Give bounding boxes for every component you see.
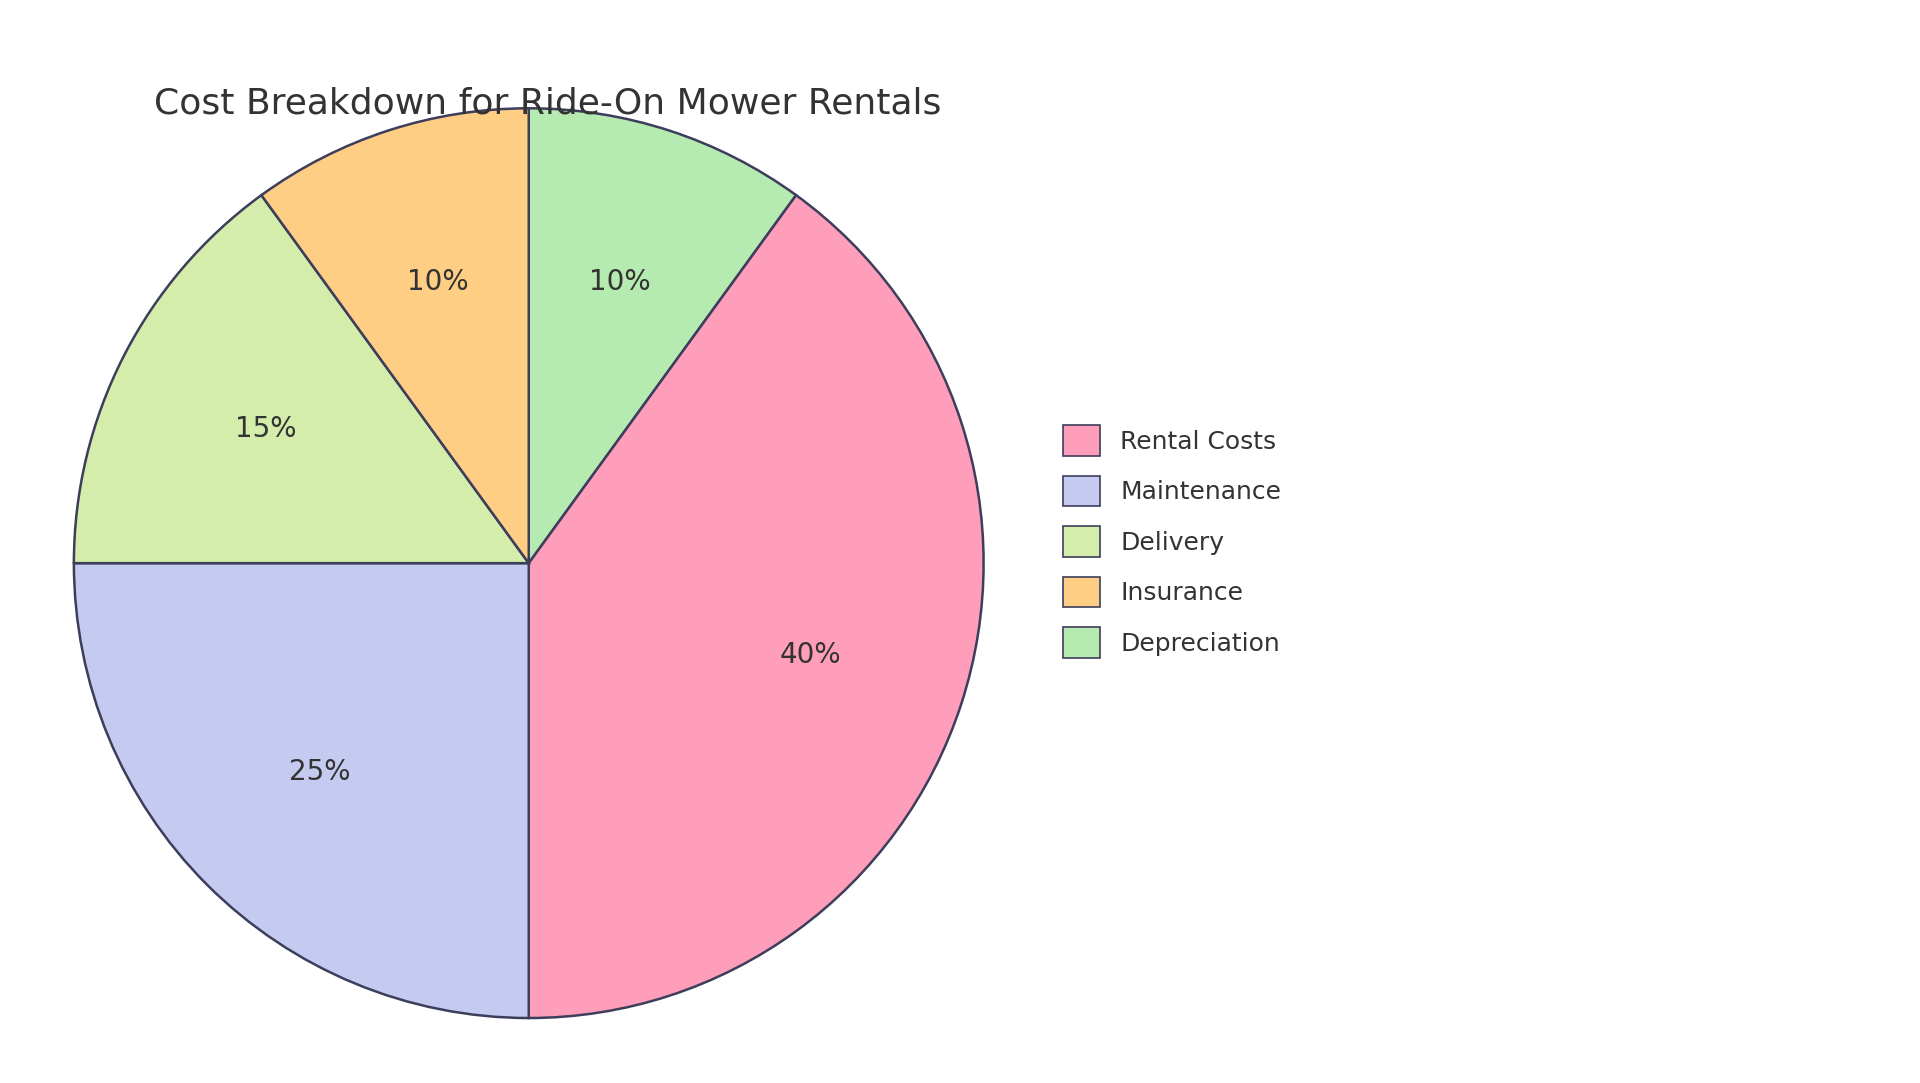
Text: 25%: 25% [288, 758, 351, 786]
Text: Cost Breakdown for Ride-On Mower Rentals: Cost Breakdown for Ride-On Mower Rentals [154, 87, 941, 120]
Wedge shape [73, 195, 528, 563]
Text: 40%: 40% [780, 640, 841, 668]
Text: 10%: 10% [407, 268, 468, 296]
Legend: Rental Costs, Maintenance, Delivery, Insurance, Depreciation: Rental Costs, Maintenance, Delivery, Ins… [1050, 413, 1294, 670]
Text: 15%: 15% [234, 415, 296, 443]
Wedge shape [528, 195, 983, 1018]
Wedge shape [73, 563, 528, 1018]
Text: 10%: 10% [589, 268, 651, 296]
Wedge shape [528, 108, 797, 563]
Wedge shape [261, 108, 528, 563]
